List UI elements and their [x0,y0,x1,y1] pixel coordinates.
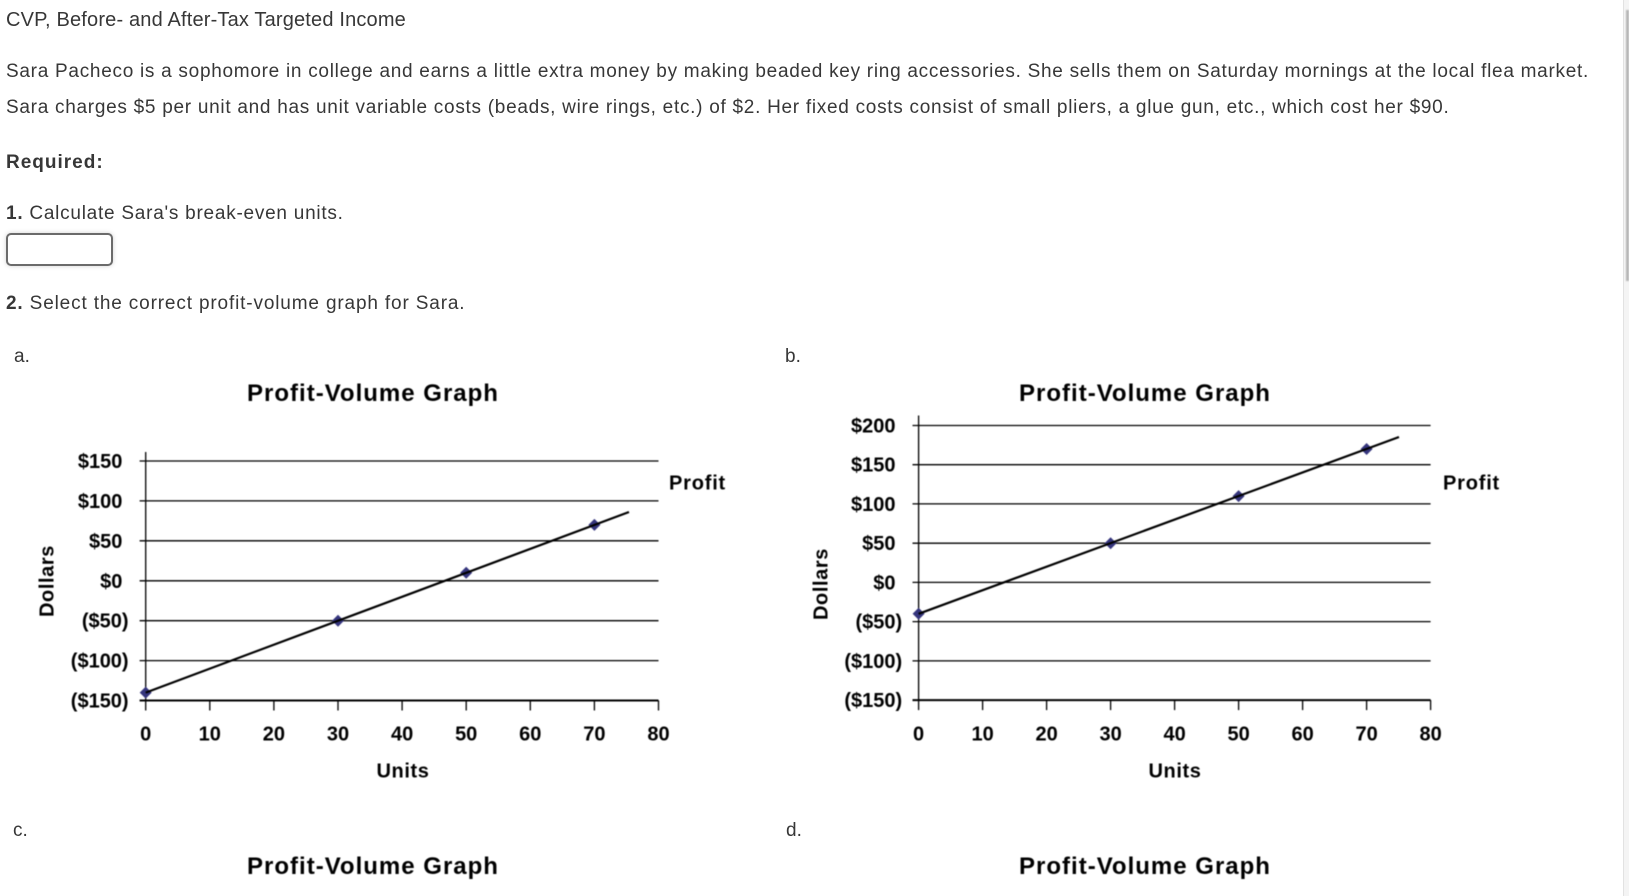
svg-text:40: 40 [1163,724,1185,746]
svg-text:30: 30 [327,724,349,746]
svg-text:80: 80 [647,724,669,746]
svg-text:60: 60 [1291,724,1313,746]
svg-text:30: 30 [1099,724,1121,746]
svg-text:Profit-Volume Graph: Profit-Volume Graph [247,380,499,407]
svg-text:Profit-Volume Graph: Profit-Volume Graph [247,853,499,880]
svg-text:0: 0 [140,724,151,746]
svg-text:70: 70 [583,724,605,746]
svg-text:$100: $100 [78,491,123,513]
svg-text:Dollars: Dollars [811,548,833,620]
svg-text:Profit: Profit [669,473,726,495]
svg-text:10: 10 [199,724,221,746]
svg-text:60: 60 [519,724,541,746]
svg-text:70: 70 [1355,724,1377,746]
svg-text:$50: $50 [89,531,122,553]
svg-text:($100): ($100) [844,651,902,673]
svg-text:$50: $50 [862,533,895,555]
svg-text:Dollars: Dollars [37,545,59,617]
svg-text:Units: Units [377,761,430,783]
svg-text:0: 0 [913,724,924,746]
svg-text:50: 50 [455,724,477,746]
svg-text:80: 80 [1419,724,1441,746]
svg-text:$150: $150 [851,455,896,477]
svg-text:20: 20 [263,724,285,746]
svg-text:$150: $150 [78,451,123,473]
svg-text:50: 50 [1227,724,1249,746]
svg-text:$200: $200 [851,416,896,438]
svg-text:$0: $0 [873,572,895,594]
svg-text:10: 10 [971,724,993,746]
svg-text:$100: $100 [851,494,896,516]
svg-text:($50): ($50) [855,612,902,634]
svg-text:($150): ($150) [844,690,902,712]
svg-text:($150): ($150) [71,691,129,713]
svg-text:Units: Units [1149,761,1202,783]
svg-text:Profit: Profit [1443,473,1500,495]
svg-text:Profit-Volume Graph: Profit-Volume Graph [1019,853,1271,880]
svg-text:($100): ($100) [71,651,129,673]
svg-text:20: 20 [1035,724,1057,746]
svg-text:$0: $0 [100,571,122,593]
svg-text:40: 40 [391,724,413,746]
svg-text:($50): ($50) [82,611,129,633]
svg-text:Profit-Volume Graph: Profit-Volume Graph [1019,380,1271,407]
